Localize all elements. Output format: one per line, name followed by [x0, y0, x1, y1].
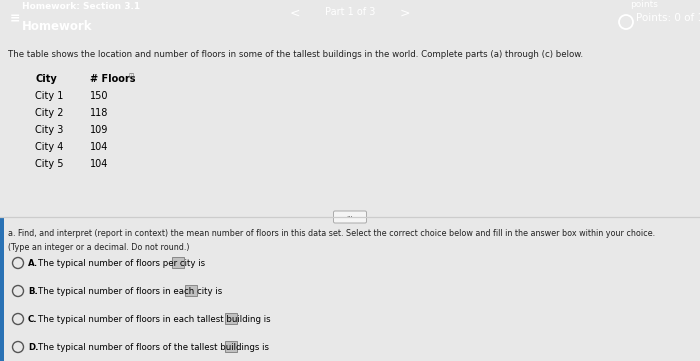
Text: ≡: ≡	[10, 12, 20, 25]
Text: City 1: City 1	[35, 91, 64, 101]
Text: Homework: Section 3.1: Homework: Section 3.1	[22, 2, 140, 11]
Text: 118: 118	[90, 108, 108, 118]
Text: The typical number of floors per city is: The typical number of floors per city is	[38, 259, 205, 268]
Text: City 5: City 5	[35, 159, 64, 169]
FancyBboxPatch shape	[172, 257, 184, 268]
Bar	[0, 217, 4, 361]
Text: points: points	[630, 0, 658, 9]
Text: City: City	[35, 74, 57, 84]
Text: The table shows the location and number of floors in some of the tallest buildin: The table shows the location and number …	[8, 50, 583, 59]
Text: City 3: City 3	[35, 125, 64, 135]
Text: City 2: City 2	[35, 108, 64, 118]
Text: The typical number of floors in each city is: The typical number of floors in each cit…	[38, 287, 223, 296]
FancyBboxPatch shape	[186, 285, 197, 296]
Text: 104: 104	[90, 159, 108, 169]
Text: Homework: Homework	[22, 20, 92, 33]
Text: ⊡: ⊡	[128, 73, 133, 78]
Text: Part 1 of 3: Part 1 of 3	[325, 7, 375, 17]
Text: # Floors: # Floors	[90, 74, 136, 84]
Text: a. Find, and interpret (report in context) the mean number of floors in this dat: a. Find, and interpret (report in contex…	[8, 229, 655, 238]
Text: ···: ···	[346, 214, 354, 220]
Text: 109: 109	[90, 125, 108, 135]
FancyBboxPatch shape	[333, 211, 367, 223]
Text: .: .	[238, 343, 240, 352]
Text: City 4: City 4	[35, 142, 64, 152]
FancyBboxPatch shape	[225, 313, 237, 324]
Text: 150: 150	[90, 91, 108, 101]
Text: The typical number of floors in each tallest building is: The typical number of floors in each tal…	[38, 315, 271, 324]
Text: The typical number of floors of the tallest buildings is: The typical number of floors of the tall…	[38, 343, 269, 352]
Text: (Type an integer or a decimal. Do not round.): (Type an integer or a decimal. Do not ro…	[8, 243, 190, 252]
Text: 104: 104	[90, 142, 108, 152]
FancyBboxPatch shape	[225, 341, 237, 352]
Text: <: <	[290, 7, 300, 20]
Text: Points: 0 of 1: Points: 0 of 1	[636, 13, 700, 23]
Text: A.: A.	[28, 259, 38, 268]
Text: C.: C.	[28, 315, 38, 324]
Text: D.: D.	[28, 343, 38, 352]
Text: >: >	[400, 7, 410, 20]
Text: B.: B.	[28, 287, 38, 296]
